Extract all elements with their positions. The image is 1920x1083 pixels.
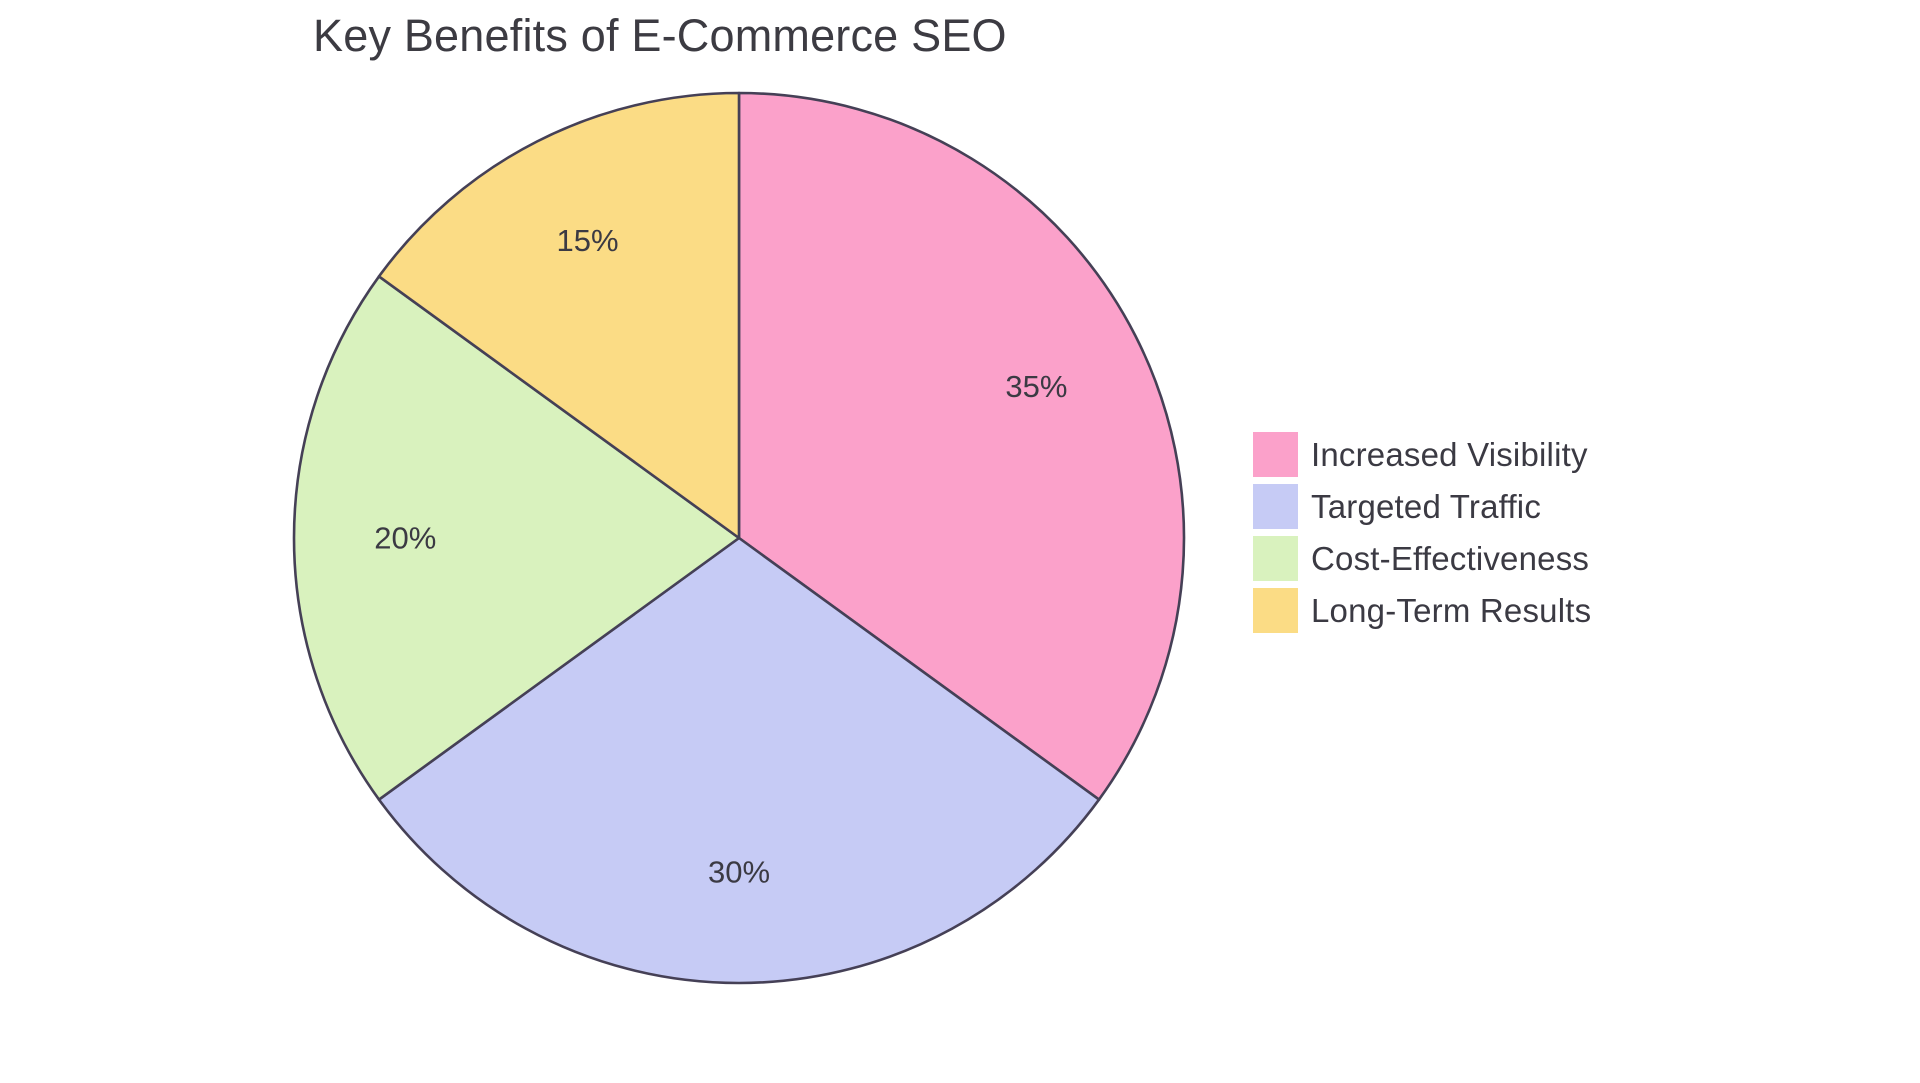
pie-slice-value-increased-visibility: 35% bbox=[1005, 369, 1067, 404]
legend-label: Increased Visibility bbox=[1311, 435, 1588, 473]
pie-slice-value-long-term-results: 15% bbox=[556, 223, 618, 258]
pie-slice-targeted-traffic bbox=[377, 536, 1101, 985]
legend: Increased Visibility Targeted Traffic Co… bbox=[1253, 432, 1591, 633]
legend-label: Long-Term Results bbox=[1311, 591, 1592, 629]
pie-slice-value-targeted-traffic: 30% bbox=[708, 854, 770, 889]
pie-slice-value-cost-effectiveness: 20% bbox=[374, 521, 436, 556]
legend-swatch bbox=[1253, 588, 1298, 633]
legend-label: Targeted Traffic bbox=[1311, 487, 1542, 525]
pie-slice-increased-visibility bbox=[737, 91, 1186, 801]
legend-swatch bbox=[1253, 536, 1298, 581]
chart-title: Key Benefits of E-Commerce SEO bbox=[313, 10, 1007, 61]
legend-swatch bbox=[1253, 484, 1298, 529]
legend-swatch bbox=[1253, 432, 1298, 477]
legend-label: Cost-Effectiveness bbox=[1311, 539, 1590, 577]
pie-slice-long-term-results bbox=[377, 91, 741, 540]
legend-item-long-term-results: Long-Term Results bbox=[1253, 588, 1591, 633]
pie-slice-cost-effectiveness bbox=[292, 275, 741, 801]
legend-item-increased-visibility: Increased Visibility bbox=[1253, 432, 1591, 477]
legend-item-targeted-traffic: Targeted Traffic bbox=[1253, 484, 1591, 529]
legend-item-cost-effectiveness: Cost-Effectiveness bbox=[1253, 536, 1591, 581]
